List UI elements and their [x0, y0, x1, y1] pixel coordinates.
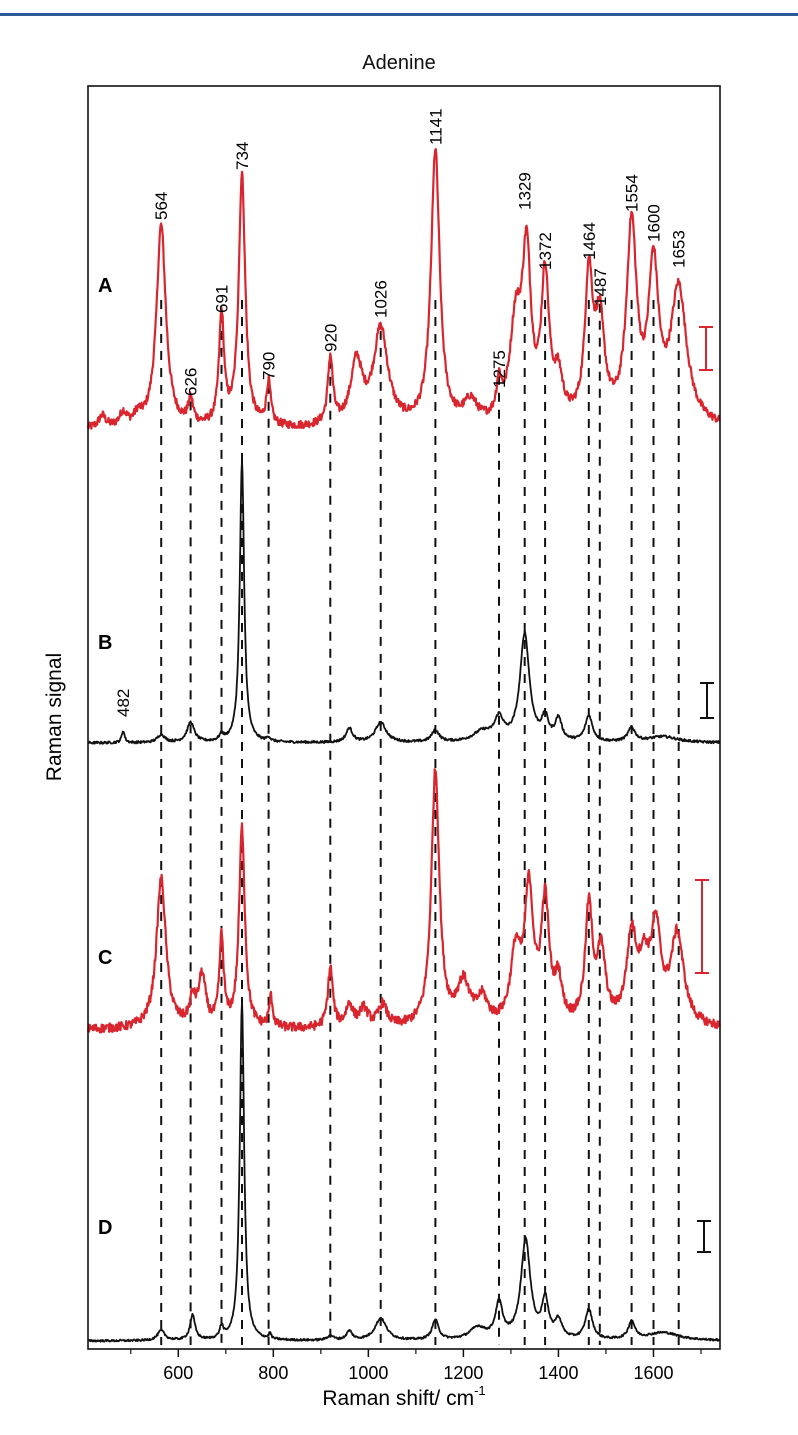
peak-label: 691 — [213, 285, 232, 313]
peak-label: 1275 — [490, 350, 509, 388]
x-tick-label: 1000 — [348, 1363, 388, 1383]
spectrum-A — [86, 148, 721, 430]
scale-bars — [695, 326, 714, 1253]
peak-label: 1487 — [591, 268, 610, 306]
peak-labels: 564 626 691 734 790 920 1026 1141 1275 1329 1372 14… — [114, 108, 688, 717]
spectra — [86, 148, 721, 1343]
peak-label: 1653 — [670, 230, 689, 268]
x-tick-label: 800 — [258, 1363, 288, 1383]
spectrum-C — [86, 768, 721, 1034]
x-tick-label: 1400 — [538, 1363, 578, 1383]
scale-bar-D — [697, 1220, 711, 1253]
panel-label-C: C — [98, 947, 112, 969]
peak-label: 1372 — [536, 232, 555, 270]
peak-label: 734 — [233, 142, 252, 170]
peak-label: 920 — [321, 324, 340, 352]
scale-bar-B — [700, 682, 714, 719]
panel-label-A: A — [98, 275, 112, 297]
peak-label: 482 — [114, 689, 133, 717]
y-axis-title: Raman signal — [43, 653, 66, 781]
x-tick-label: 600 — [163, 1363, 193, 1383]
peak-label: 1554 — [623, 174, 642, 212]
peak-label: 790 — [260, 352, 279, 380]
peak-label: 564 — [152, 192, 171, 220]
peak-label: 1329 — [516, 172, 535, 210]
panel-labels: A B C D — [98, 275, 112, 1239]
peak-label: 1141 — [426, 108, 445, 145]
scale-bar-A — [699, 326, 713, 371]
peak-label: 1600 — [644, 204, 663, 242]
peak-label: 1464 — [580, 222, 599, 260]
peak-label: 1026 — [372, 280, 391, 318]
spectrum-D — [87, 1000, 721, 1343]
chart-title: Adenine — [362, 52, 436, 74]
x-tick-label: 1600 — [633, 1363, 673, 1383]
reference-dashed-lines — [160, 300, 680, 1345]
scale-bar-C — [695, 879, 709, 974]
peak-label: 626 — [182, 368, 201, 396]
accent-bar — [0, 13, 798, 16]
spectrum-B — [87, 459, 721, 745]
plot-frame — [87, 85, 721, 1350]
x-axis-ticks: 600 800 1000 1200 1400 1600 — [130, 1349, 702, 1383]
x-tick-label: 1200 — [443, 1363, 483, 1383]
panel-label-B: B — [98, 632, 112, 654]
x-axis-title: Raman shift/ cm-1 — [322, 1383, 485, 1410]
panel-label-D: D — [98, 1217, 112, 1239]
